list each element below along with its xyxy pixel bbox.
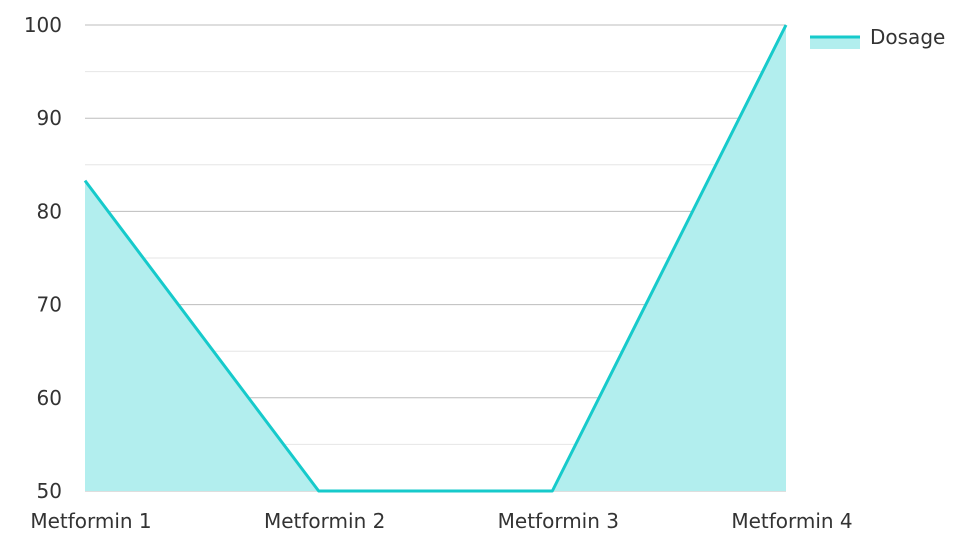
x-tick-label: Metformin 4	[731, 509, 852, 531]
legend-swatch-fill	[810, 37, 860, 49]
y-tick-label: 60	[37, 386, 62, 410]
y-tick-label: 100	[24, 13, 62, 37]
x-tick-label: Metformin 2	[264, 509, 385, 531]
line-layer	[83, 24, 788, 493]
x-axis-ticks: Metformin 1 Metformin 2 Metformin 3 Metform…	[30, 509, 852, 533]
x-tick-label: Metformin 1	[30, 509, 151, 531]
series-line-0	[83, 24, 788, 493]
legend[interactable]: Dosage	[810, 25, 945, 49]
y-tick-label: 70	[37, 293, 62, 317]
x-tick-label: Metformin 3	[498, 509, 619, 531]
y-tick-label: 80	[37, 199, 62, 223]
y-axis-ticks: 50 60 70 80 90 100	[24, 13, 62, 503]
legend-label[interactable]: Dosage	[870, 25, 945, 49]
y-tick-label: 90	[37, 106, 62, 130]
y-tick-label: 50	[37, 479, 62, 503]
